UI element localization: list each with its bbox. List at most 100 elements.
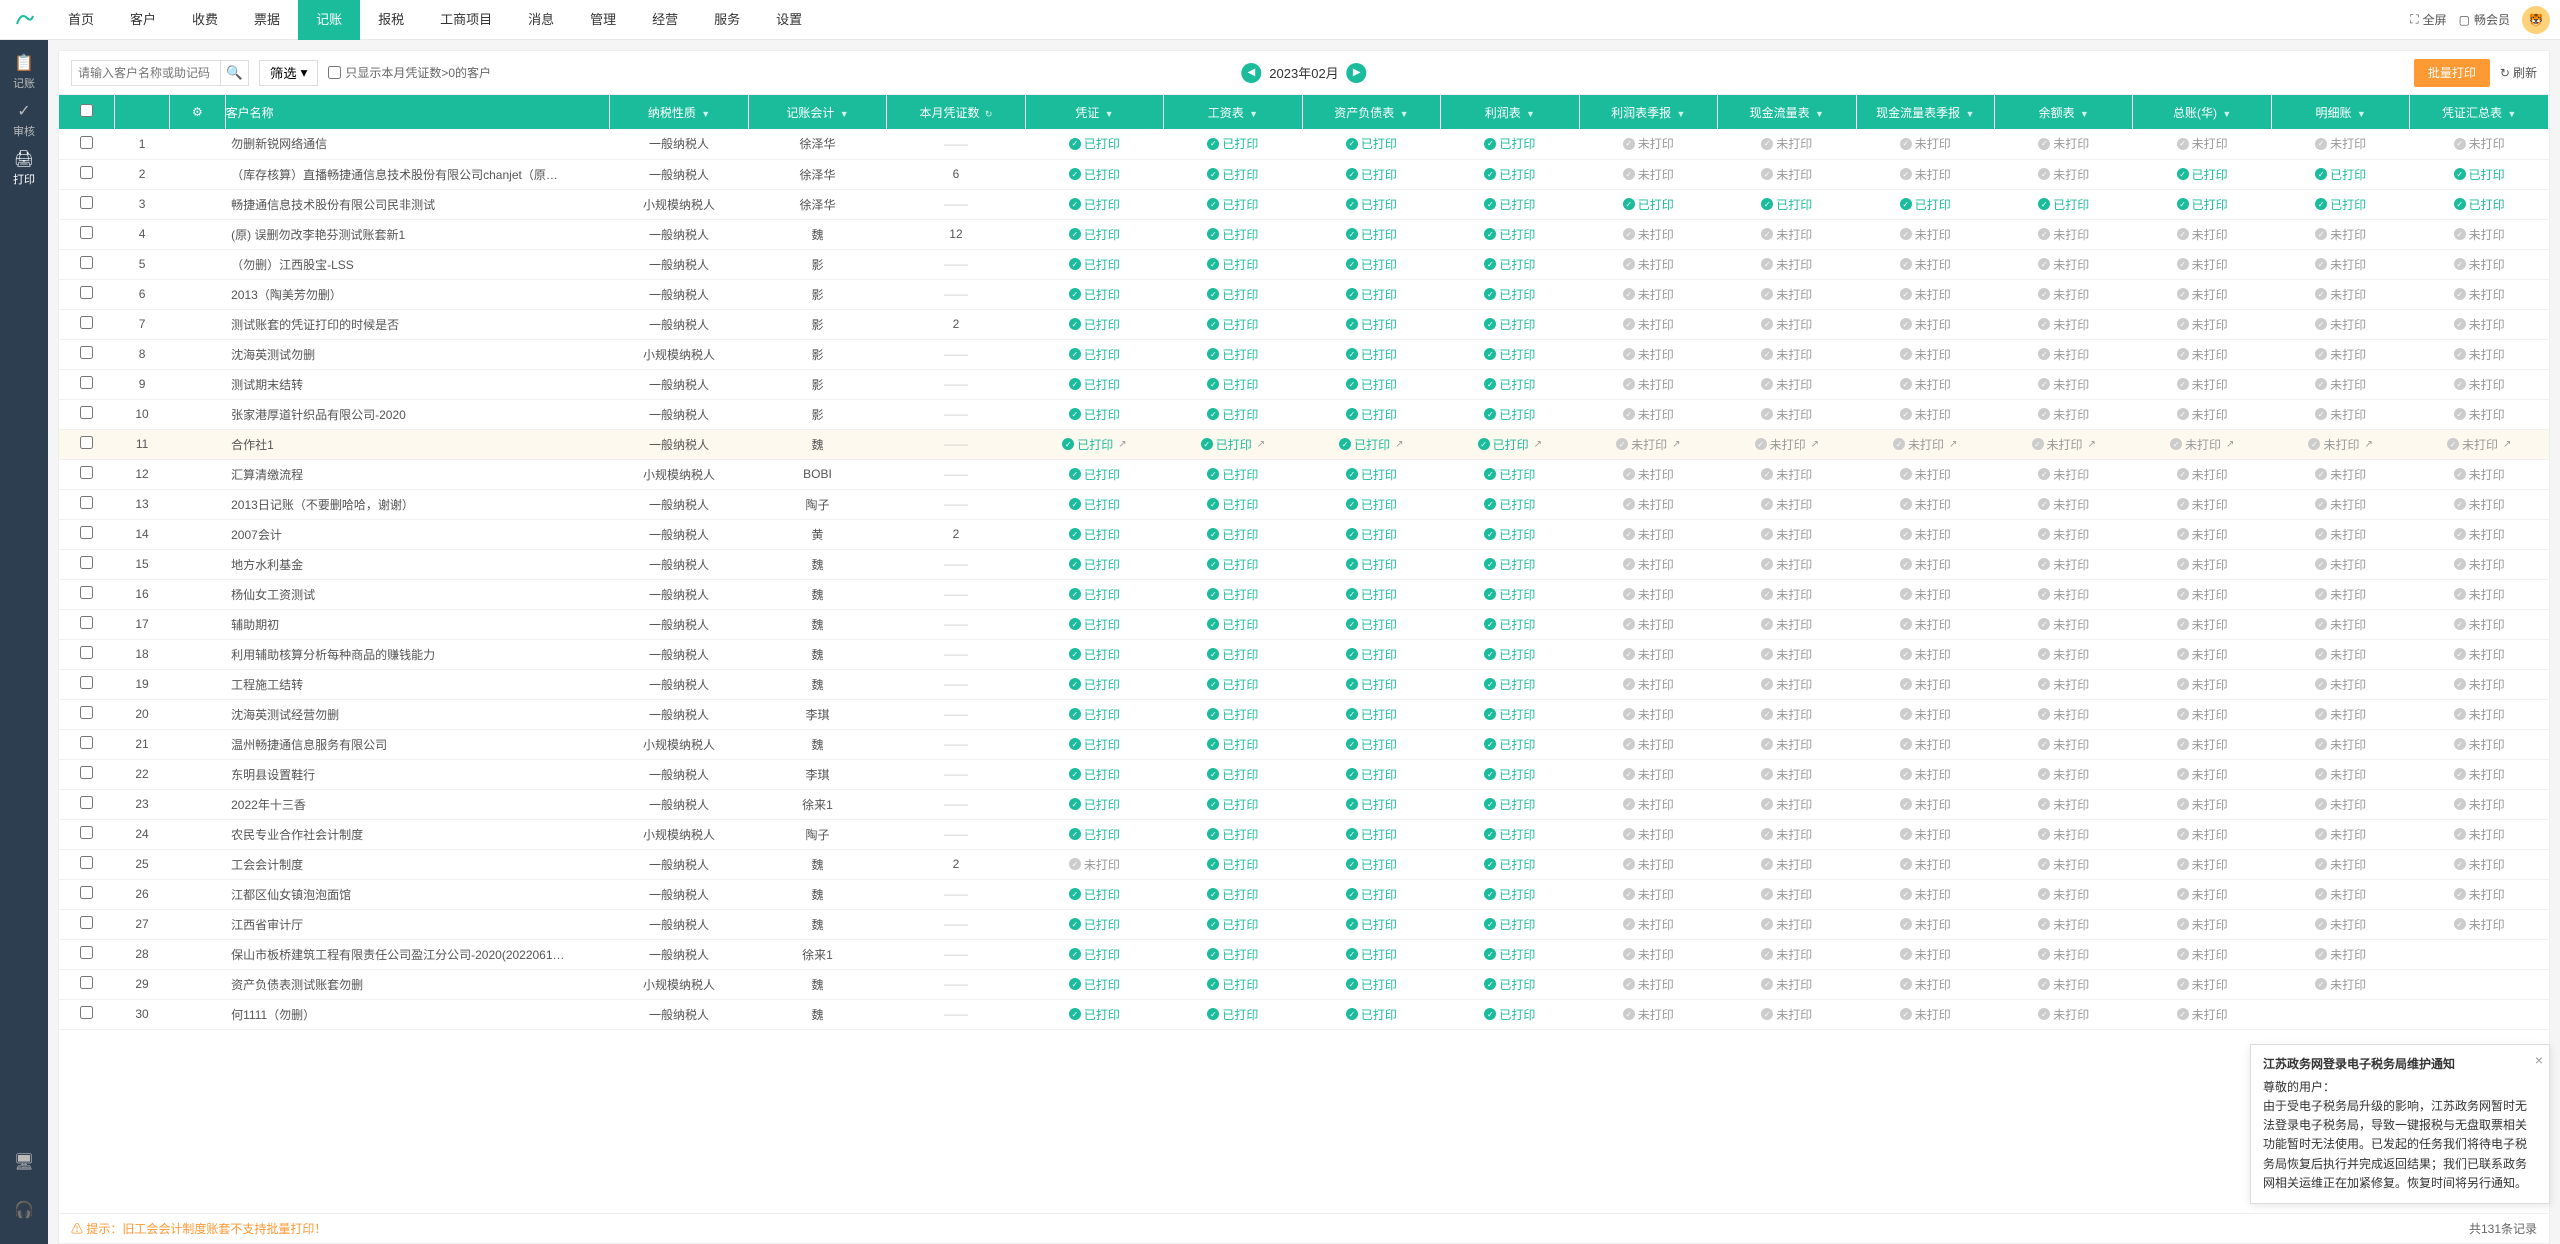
header-col-8[interactable]: 工资表 ▼	[1164, 95, 1302, 129]
status-cell[interactable]: ✓未打印	[1579, 579, 1717, 609]
status-cell[interactable]: ✓未打印	[1579, 969, 1717, 999]
table-row[interactable]: 29资产负债表测试账套勿删小规模纳税人魏——✓已打印✓已打印✓已打印✓已打印✓未…	[59, 969, 2549, 999]
status-cell[interactable]: ✓已打印	[1579, 189, 1717, 219]
status-cell[interactable]: ✓未打印	[1718, 639, 1856, 669]
status-cell[interactable]: ✓未打印	[1718, 399, 1856, 429]
row-checkbox[interactable]	[80, 766, 93, 779]
status-cell[interactable]: ✓已打印	[1025, 279, 1163, 309]
status-cell[interactable]: ✓未打印	[2133, 219, 2271, 249]
status-cell[interactable]: ✓已打印	[1302, 369, 1440, 399]
status-cell[interactable]: ✓未打印	[2133, 579, 2271, 609]
header-col-14[interactable]: 余额表 ▼	[1994, 95, 2132, 129]
status-cell[interactable]: ✓未打印	[2133, 789, 2271, 819]
nav-item-11[interactable]: 设置	[758, 0, 820, 40]
current-date[interactable]: 2023年02月	[1269, 63, 1338, 82]
header-col-5[interactable]: 记账会计 ▼	[748, 95, 886, 129]
nav-item-5[interactable]: 报税	[360, 0, 422, 40]
status-cell[interactable]: ✓未打印	[2271, 519, 2409, 549]
status-cell[interactable]: ✓未打印	[1718, 999, 1856, 1029]
status-cell[interactable]: ✓未打印	[1856, 579, 1994, 609]
status-cell[interactable]: ✓未打印	[2271, 129, 2409, 159]
status-cell[interactable]: ✓已打印	[1025, 549, 1163, 579]
status-cell[interactable]: ✓未打印 ↗	[1579, 429, 1717, 459]
status-cell[interactable]: ✓未打印	[1994, 399, 2132, 429]
status-cell[interactable]: ✓未打印	[1994, 369, 2132, 399]
status-cell[interactable]: ✓已打印	[1302, 639, 1440, 669]
status-cell[interactable]: ✓未打印	[2133, 459, 2271, 489]
status-cell[interactable]: ✓已打印	[1025, 939, 1163, 969]
status-cell[interactable]: ✓已打印	[1164, 759, 1302, 789]
status-cell[interactable]: ✓未打印	[2133, 639, 2271, 669]
status-cell[interactable]: ✓已打印	[1994, 189, 2132, 219]
status-cell[interactable]: ✓未打印	[1994, 969, 2132, 999]
status-cell[interactable]: ✓已打印	[1856, 189, 1994, 219]
status-cell[interactable]: ✓未打印	[1579, 399, 1717, 429]
row-checkbox[interactable]	[80, 826, 93, 839]
status-cell[interactable]: ✓未打印	[2410, 489, 2549, 519]
nav-item-10[interactable]: 服务	[696, 0, 758, 40]
status-cell[interactable]: ✓未打印	[1994, 609, 2132, 639]
status-cell[interactable]: ✓未打印 ↗	[1718, 429, 1856, 459]
status-cell[interactable]: ✓未打印	[2410, 369, 2549, 399]
status-cell[interactable]: ✓未打印	[2271, 549, 2409, 579]
status-cell[interactable]: ✓已打印	[1441, 939, 1579, 969]
status-cell[interactable]: ✓已打印	[1441, 669, 1579, 699]
status-cell[interactable]: ✓已打印	[1164, 669, 1302, 699]
table-row[interactable]: 30何1111（勿删）一般纳税人魏——✓已打印✓已打印✓已打印✓已打印✓未打印✓…	[59, 999, 2549, 1029]
status-cell[interactable]: ✓未打印	[1579, 669, 1717, 699]
status-cell[interactable]: ✓未打印	[2271, 579, 2409, 609]
status-cell[interactable]: ✓未打印	[1718, 489, 1856, 519]
status-cell[interactable]: ✓未打印	[1856, 819, 1994, 849]
status-cell[interactable]: ✓未打印	[1856, 549, 1994, 579]
status-cell[interactable]: ✓已打印	[1025, 729, 1163, 759]
status-cell[interactable]: ✓未打印	[2133, 669, 2271, 699]
status-cell[interactable]: ✓未打印	[1579, 609, 1717, 639]
table-row[interactable]: 4(原) 误删勿改李艳芬测试账套新1一般纳税人魏12✓已打印✓已打印✓已打印✓已…	[59, 219, 2549, 249]
table-row[interactable]: 19工程施工结转一般纳税人魏——✓已打印✓已打印✓已打印✓已打印✓未打印✓未打印…	[59, 669, 2549, 699]
status-cell[interactable]: ✓未打印	[2410, 399, 2549, 429]
status-cell[interactable]: ✓已打印	[1302, 819, 1440, 849]
status-cell[interactable]: ✓未打印	[2133, 129, 2271, 159]
status-cell[interactable]: ✓已打印	[1302, 519, 1440, 549]
table-row[interactable]: 24农民专业合作社会计制度小规模纳税人陶子——✓已打印✓已打印✓已打印✓已打印✓…	[59, 819, 2549, 849]
status-cell[interactable]: ✓未打印	[1718, 969, 1856, 999]
status-cell[interactable]: ✓未打印 ↗	[2271, 429, 2409, 459]
status-cell[interactable]: ✓未打印	[2271, 219, 2409, 249]
status-cell[interactable]: ✓未打印	[1856, 129, 1994, 159]
status-cell[interactable]: ✓已打印	[1164, 999, 1302, 1029]
status-cell[interactable]: ✓已打印	[1302, 459, 1440, 489]
nav-item-3[interactable]: 票据	[236, 0, 298, 40]
table-row[interactable]: 10张家港厚道针织品有限公司-2020一般纳税人影——✓已打印✓已打印✓已打印✓…	[59, 399, 2549, 429]
status-cell[interactable]: ✓未打印	[1579, 129, 1717, 159]
status-cell[interactable]: ✓已打印	[1441, 999, 1579, 1029]
logo[interactable]	[10, 5, 40, 35]
status-cell[interactable]: ✓已打印	[2133, 189, 2271, 219]
status-cell[interactable]: ✓未打印	[1994, 159, 2132, 189]
status-cell[interactable]: ✓未打印	[2410, 549, 2549, 579]
status-cell[interactable]: ✓未打印	[1994, 639, 2132, 669]
row-checkbox[interactable]	[80, 976, 93, 989]
status-cell[interactable]: ✓已打印	[1302, 489, 1440, 519]
status-cell[interactable]: ✓已打印	[2271, 159, 2409, 189]
row-checkbox[interactable]	[80, 136, 93, 149]
row-checkbox[interactable]	[80, 916, 93, 929]
status-cell[interactable]: ✓未打印	[1856, 969, 1994, 999]
header-col-7[interactable]: 凭证 ▼	[1025, 95, 1163, 129]
status-cell[interactable]: ✓已打印	[1164, 879, 1302, 909]
status-cell[interactable]: ✓未打印	[1856, 909, 1994, 939]
status-cell[interactable]: ✓未打印 ↗	[1994, 429, 2132, 459]
status-cell[interactable]: ✓未打印	[1718, 249, 1856, 279]
status-cell[interactable]: ✓未打印	[1579, 549, 1717, 579]
status-cell[interactable]: ✓已打印	[1441, 459, 1579, 489]
status-cell[interactable]: ✓未打印	[2271, 639, 2409, 669]
status-cell[interactable]: ✓已打印	[1441, 879, 1579, 909]
status-cell[interactable]: ✓未打印	[2271, 489, 2409, 519]
table-row[interactable]: 21温州畅捷通信息服务有限公司小规模纳税人魏——✓已打印✓已打印✓已打印✓已打印…	[59, 729, 2549, 759]
status-cell[interactable]: ✓未打印	[2133, 489, 2271, 519]
status-cell[interactable]: ✓未打印	[1718, 699, 1856, 729]
sidebar-item-2[interactable]: 🖨打印	[0, 144, 48, 192]
status-cell[interactable]: ✓已打印	[1302, 729, 1440, 759]
status-cell[interactable]: ✓未打印	[1856, 699, 1994, 729]
status-cell[interactable]: ✓未打印	[1856, 369, 1994, 399]
header-col-3[interactable]: 客户名称	[225, 95, 610, 129]
